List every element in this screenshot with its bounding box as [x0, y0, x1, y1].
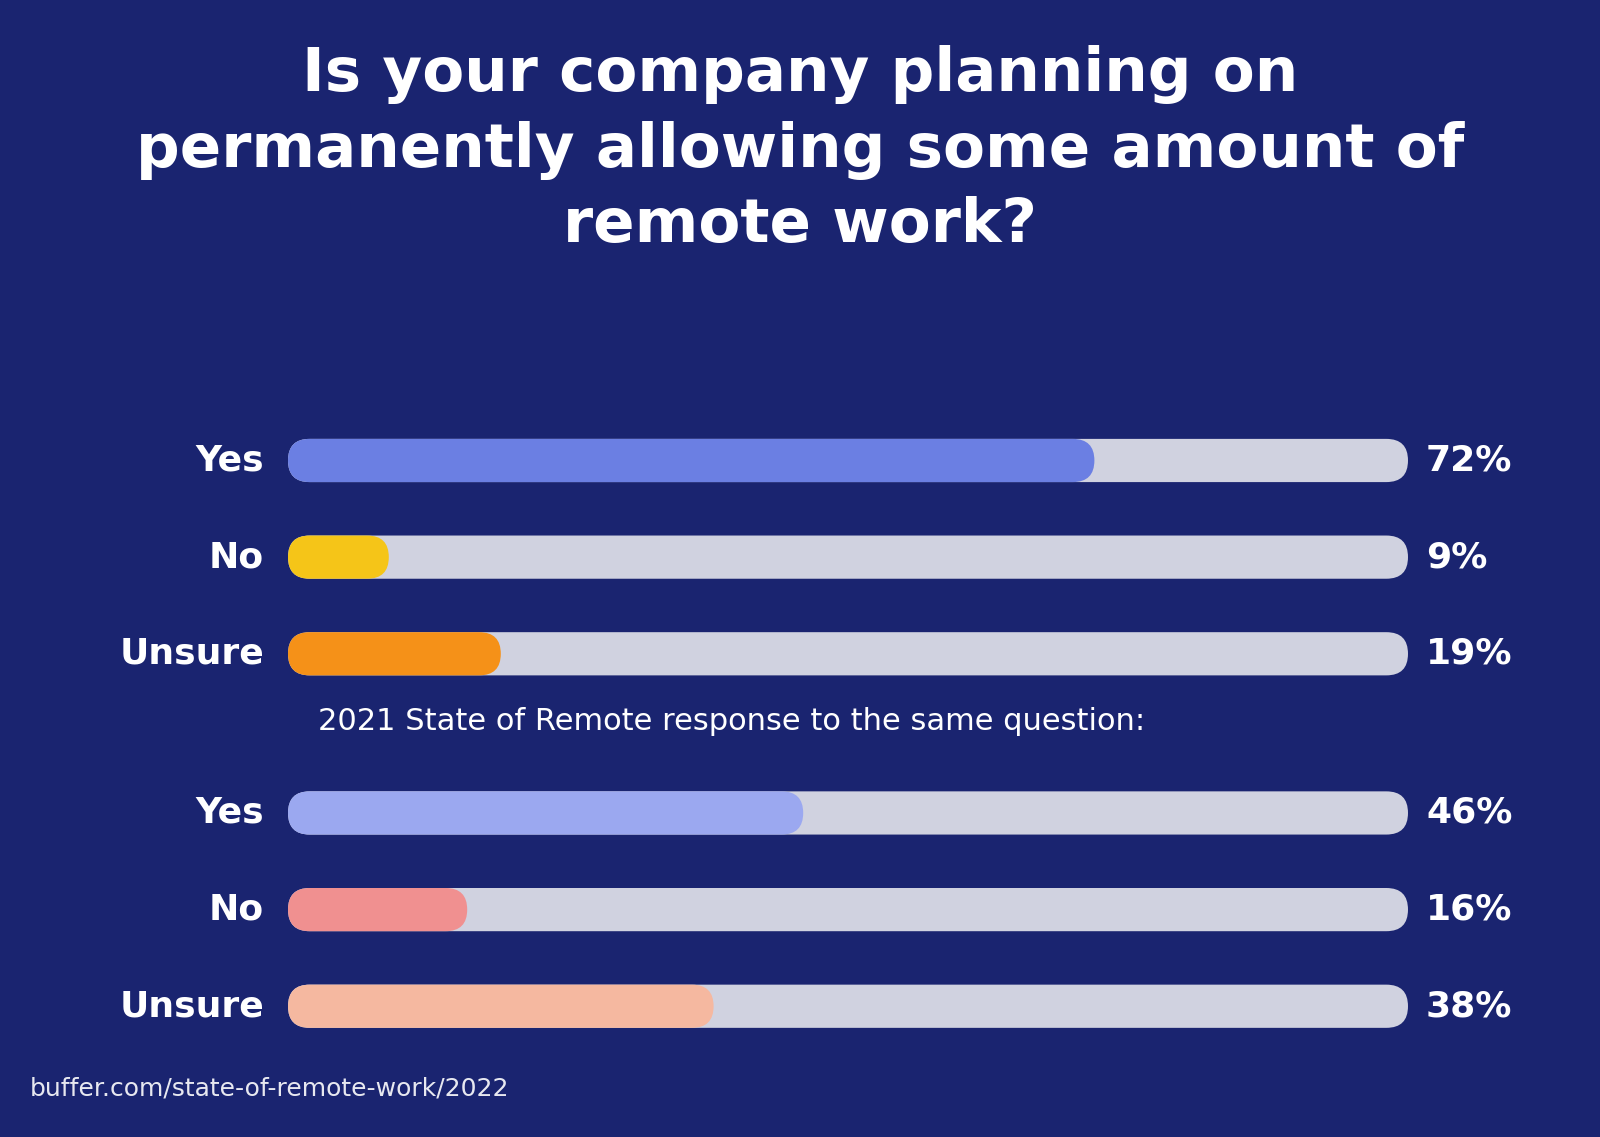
- Text: buffer.com/state-of-remote-work/2022: buffer.com/state-of-remote-work/2022: [30, 1077, 509, 1101]
- FancyBboxPatch shape: [288, 439, 1408, 482]
- FancyBboxPatch shape: [288, 985, 714, 1028]
- Text: 16%: 16%: [1426, 893, 1512, 927]
- FancyBboxPatch shape: [288, 632, 501, 675]
- FancyBboxPatch shape: [288, 985, 1408, 1028]
- Text: 19%: 19%: [1426, 637, 1512, 671]
- Text: 9%: 9%: [1426, 540, 1488, 574]
- FancyBboxPatch shape: [288, 536, 1408, 579]
- FancyBboxPatch shape: [288, 791, 1408, 835]
- Text: Yes: Yes: [195, 443, 264, 478]
- FancyBboxPatch shape: [288, 791, 803, 835]
- Text: 38%: 38%: [1426, 989, 1512, 1023]
- Text: Unsure: Unsure: [120, 637, 264, 671]
- FancyBboxPatch shape: [288, 439, 1094, 482]
- Text: Unsure: Unsure: [120, 989, 264, 1023]
- Text: Is your company planning on
permanently allowing some amount of
remote work?: Is your company planning on permanently …: [136, 45, 1464, 255]
- Text: 2021 State of Remote response to the same question:: 2021 State of Remote response to the sam…: [318, 707, 1146, 737]
- FancyBboxPatch shape: [288, 632, 1408, 675]
- Text: 72%: 72%: [1426, 443, 1512, 478]
- Text: No: No: [210, 540, 264, 574]
- Text: Yes: Yes: [195, 796, 264, 830]
- FancyBboxPatch shape: [288, 536, 389, 579]
- FancyBboxPatch shape: [288, 888, 467, 931]
- Text: No: No: [210, 893, 264, 927]
- FancyBboxPatch shape: [288, 888, 1408, 931]
- Text: 46%: 46%: [1426, 796, 1512, 830]
